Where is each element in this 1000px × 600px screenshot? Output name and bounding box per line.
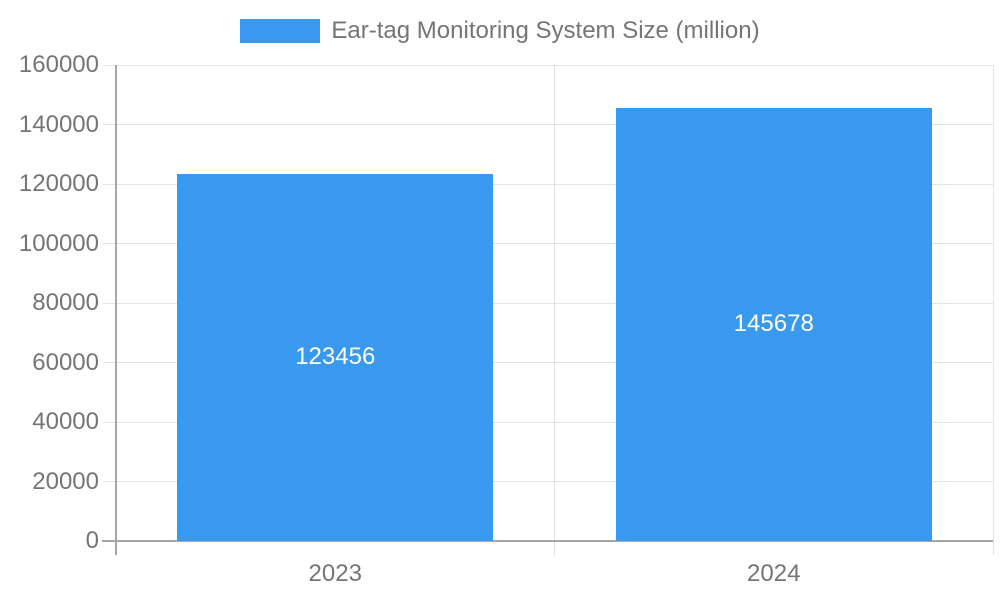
x-axis-tick xyxy=(554,541,555,555)
y-axis-tick xyxy=(103,421,116,423)
y-axis-tick xyxy=(103,64,116,66)
x-axis-line xyxy=(102,540,993,542)
y-axis-tick xyxy=(103,362,116,363)
x-axis-tick xyxy=(992,541,994,555)
gridline-vertical xyxy=(554,65,555,541)
y-axis-tick xyxy=(103,183,116,185)
y-axis-tick xyxy=(103,124,116,125)
bar-2024[interactable] xyxy=(615,107,932,541)
y-axis-tick-label: 80000 xyxy=(32,289,99,316)
bar-value-label: 123456 xyxy=(295,343,376,371)
y-axis-tick-label: 60000 xyxy=(32,348,99,376)
y-axis-tick xyxy=(103,302,116,304)
y-axis-tick-label: 120000 xyxy=(18,170,99,197)
y-axis-tick-label: 40000 xyxy=(32,408,99,435)
y-axis-tick-label: 140000 xyxy=(18,110,99,138)
legend-swatch-icon xyxy=(240,19,321,43)
legend-label: Ear-tag Monitoring System Size (million) xyxy=(331,17,760,44)
y-axis-tick xyxy=(103,243,116,244)
y-axis-tick-label: 160000 xyxy=(18,51,99,78)
bar-value-label: 145678 xyxy=(733,310,814,338)
y-axis-tick-label: 0 xyxy=(85,527,99,554)
bar-2023[interactable] xyxy=(177,173,494,541)
y-axis-tick xyxy=(103,481,116,482)
gridline-vertical xyxy=(992,65,994,541)
y-axis-line xyxy=(115,65,117,555)
x-axis-category-label: 2023 xyxy=(308,560,362,587)
chart-legend[interactable]: Ear-tag Monitoring System Size (million) xyxy=(0,19,1000,43)
x-axis-category-label: 2024 xyxy=(747,560,801,587)
y-axis-tick-label: 100000 xyxy=(18,229,99,257)
plot-area: 0 20000 40000 60000 80000 100000 120000 140000 1… xyxy=(19,51,994,587)
y-axis-tick-label: 20000 xyxy=(32,467,99,495)
